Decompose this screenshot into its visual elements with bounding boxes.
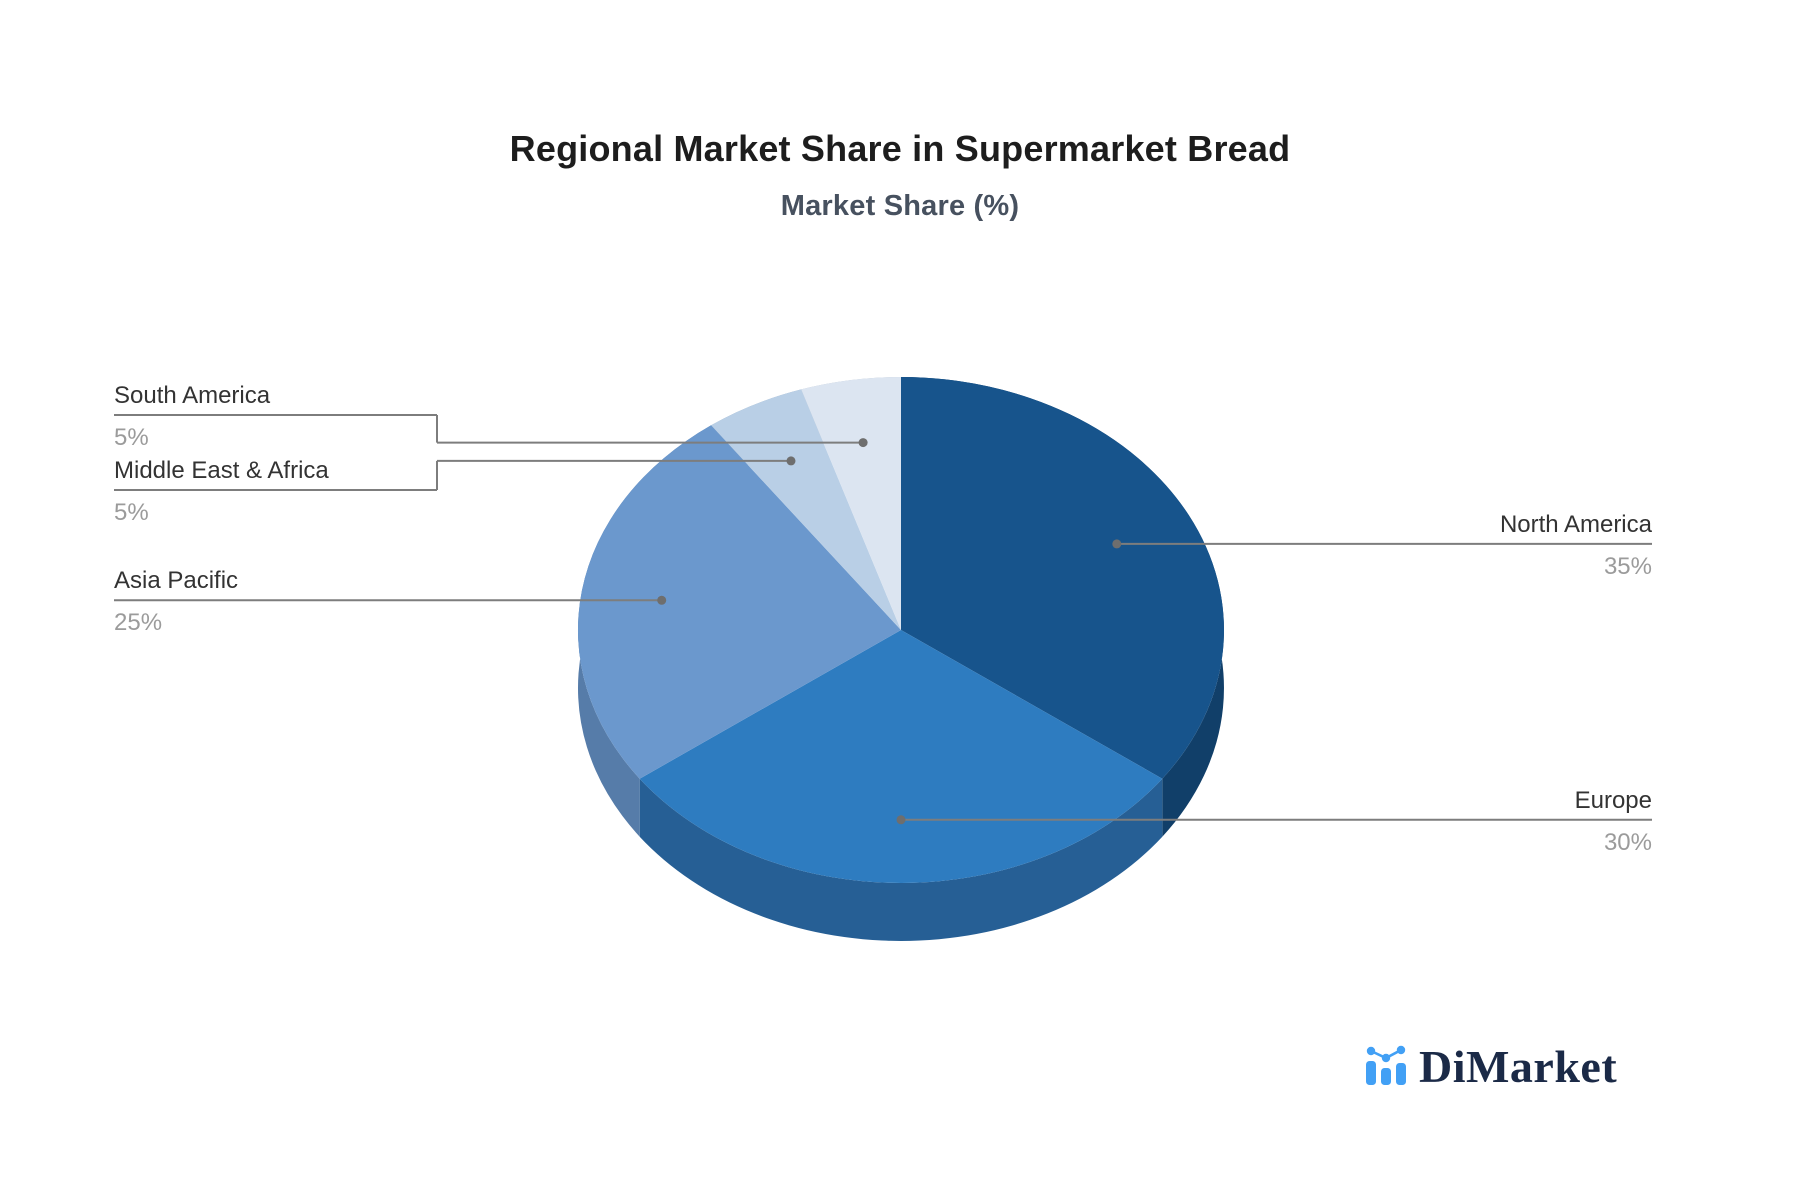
slice-value-middle-east-africa: 5% bbox=[114, 499, 149, 526]
slice-value-europe: 30% bbox=[1603, 828, 1652, 856]
leader-lines bbox=[114, 414, 1652, 825]
slice-label-south-america: South America bbox=[114, 382, 271, 409]
slice-label-europe: Europe bbox=[1574, 786, 1652, 814]
pie-slice-north-america[interactable] bbox=[901, 377, 1224, 779]
slice-value-north-america: 35% bbox=[1603, 552, 1652, 580]
slice-label-north-america: North America bbox=[1499, 510, 1652, 538]
leader-dot-north-america bbox=[1112, 539, 1122, 549]
slice-label-asia-pacific: Asia Pacific bbox=[114, 567, 239, 595]
leader-dot-middle-east-africa bbox=[786, 456, 796, 466]
dimarket-logo: DiMarket bbox=[1363, 1044, 1617, 1090]
chart-subtitle: Market Share (%) bbox=[780, 190, 1020, 222]
dimarket-logo-icon bbox=[1366, 1045, 1406, 1085]
dimarket-logo-text: DiMarket bbox=[1419, 1041, 1618, 1092]
chart-title: Regional Market Share in Supermarket Bre… bbox=[509, 128, 1291, 169]
pie-slice-asia-pacific[interactable] bbox=[577, 425, 901, 779]
pie-top-slices bbox=[577, 377, 1224, 883]
leader-dot-asia-pacific bbox=[657, 595, 667, 605]
pie-slice-side-europe bbox=[639, 778, 1163, 941]
slice-value-asia-pacific: 25% bbox=[114, 609, 163, 637]
pie-slice-south-america[interactable] bbox=[801, 377, 901, 630]
slice-value-south-america: 5% bbox=[114, 424, 149, 451]
slice-label-middle-east-africa: Middle East & Africa bbox=[114, 457, 329, 484]
leader-dot-europe bbox=[896, 815, 906, 825]
leader-dot-south-america bbox=[858, 438, 868, 448]
pie-slice-middle-east-africa[interactable] bbox=[711, 389, 901, 630]
